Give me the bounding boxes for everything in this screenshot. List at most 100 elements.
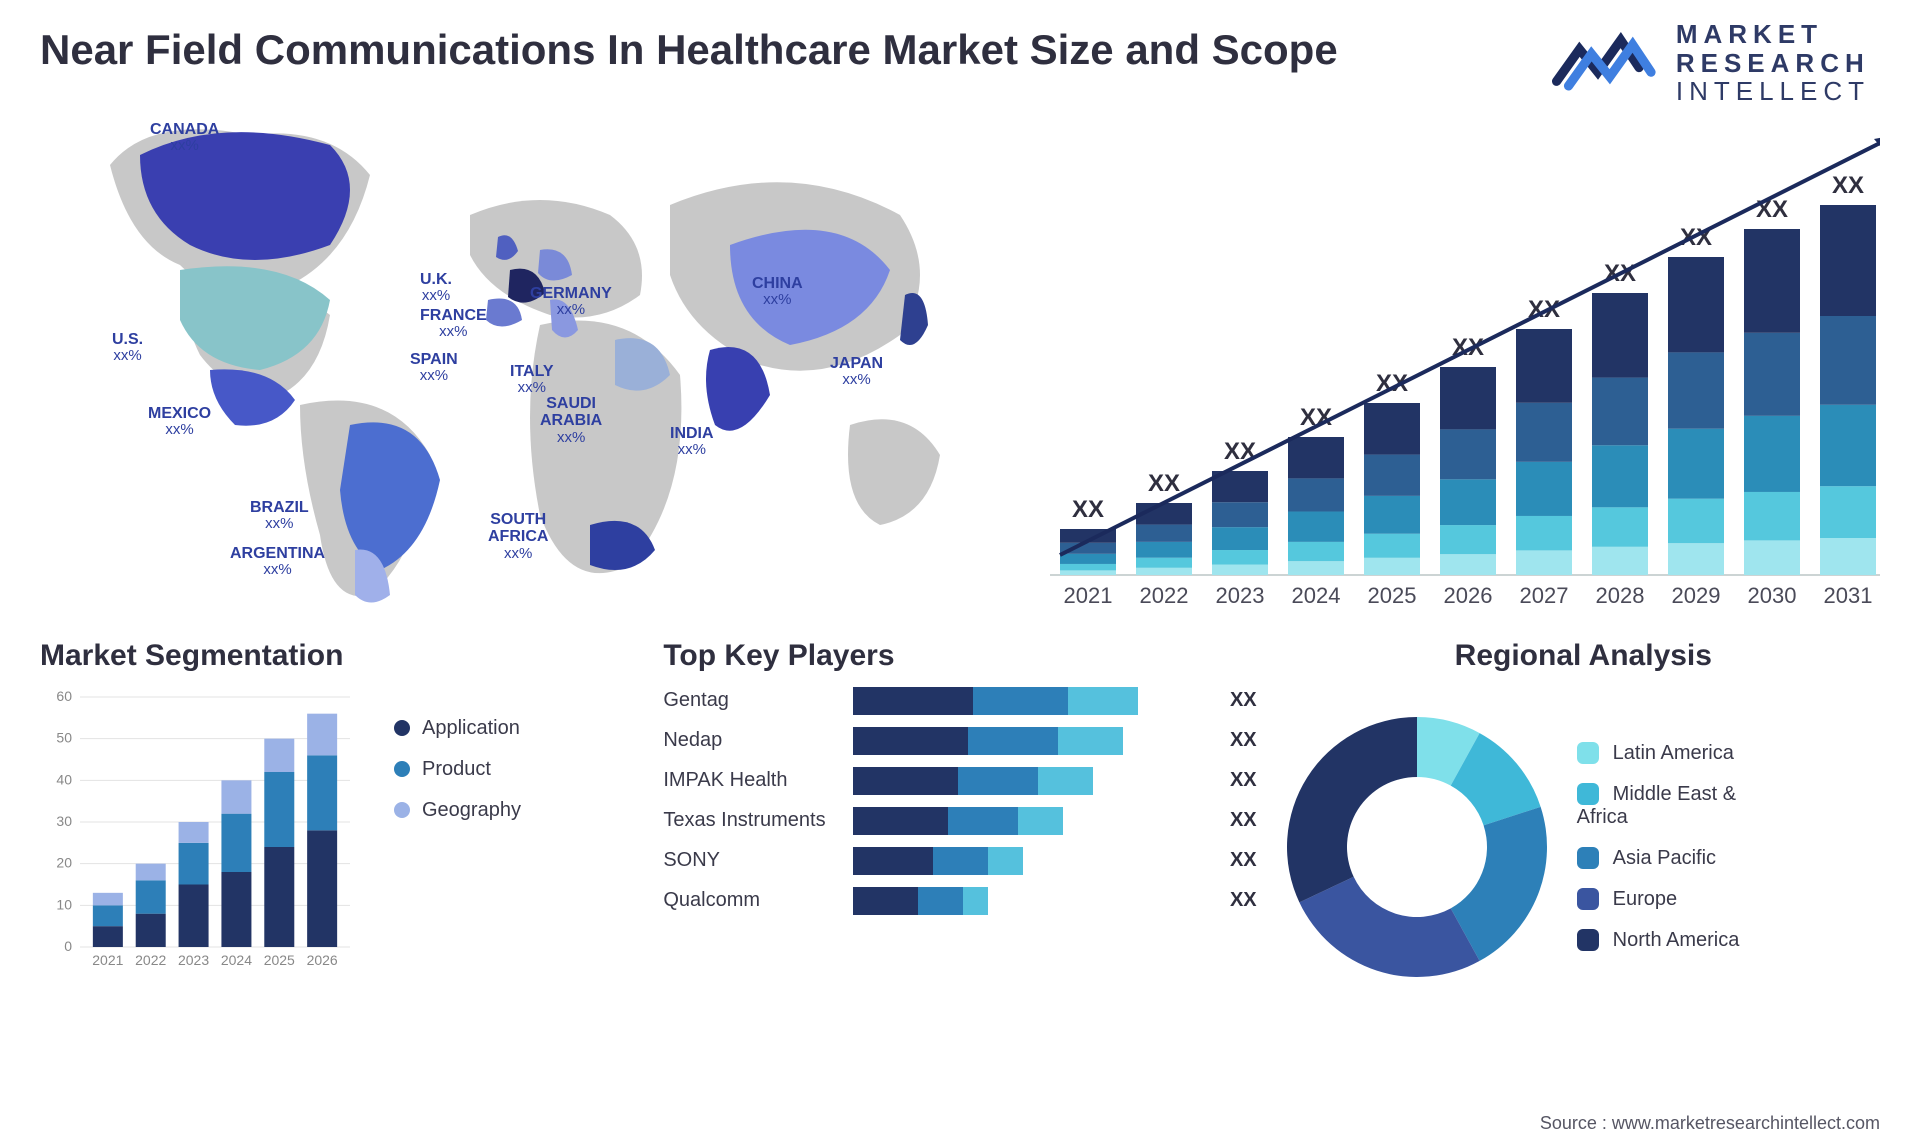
bar-seg <box>1440 525 1496 554</box>
seg-bar <box>136 863 166 880</box>
bar-seg <box>1820 404 1876 485</box>
segmentation-legend: ApplicationProductGeography <box>394 717 521 822</box>
svg-text:2024: 2024 <box>221 952 252 968</box>
bar-seg <box>1516 329 1572 403</box>
player-value: XX <box>1230 809 1257 832</box>
bar-seg <box>1592 445 1648 507</box>
bar-seg <box>1364 454 1420 495</box>
players-panel: Top Key Players GentagXXNedapXXIMPAK Hea… <box>663 639 1256 987</box>
svg-text:0: 0 <box>64 938 72 954</box>
bar-x-label: 2027 <box>1520 583 1569 608</box>
bar-seg <box>1820 486 1876 538</box>
player-bar <box>853 687 1214 715</box>
segmentation-title: Market Segmentation <box>40 639 633 673</box>
bar-seg <box>1288 541 1344 560</box>
bar-seg <box>1592 377 1648 445</box>
bar-x-label: 2025 <box>1368 583 1417 608</box>
segmentation-legend-item: Application <box>394 717 521 740</box>
player-value: XX <box>1230 889 1257 912</box>
bar-top-label: XX <box>1072 496 1104 523</box>
segmentation-chart: 0102030405060202120222023202420252026 <box>40 687 370 987</box>
player-row: NedapXX <box>663 727 1256 755</box>
bar-x-label: 2022 <box>1140 583 1189 608</box>
map-label: ARGENTINAxx% <box>230 545 325 579</box>
seg-bar <box>93 892 123 905</box>
player-name: IMPAK Health <box>663 769 853 792</box>
bar-top-label: XX <box>1756 196 1788 223</box>
player-name: Nedap <box>663 729 853 752</box>
seg-bar <box>264 772 294 847</box>
bar-seg <box>1364 533 1420 557</box>
bar-seg <box>1668 543 1724 575</box>
bar-seg <box>1060 570 1116 575</box>
svg-text:2022: 2022 <box>135 952 166 968</box>
regional-legend: Latin AmericaMiddle East &AfricaAsia Pac… <box>1577 742 1740 952</box>
seg-bar <box>221 780 251 813</box>
bar-seg <box>1516 461 1572 515</box>
bar-x-label: 2026 <box>1444 583 1493 608</box>
player-bar <box>853 807 1214 835</box>
player-row: Qualcomm XX <box>663 887 1256 915</box>
logo-line2: RESEARCH <box>1676 49 1870 78</box>
bar-seg <box>1288 437 1344 478</box>
bar-seg <box>1440 429 1496 479</box>
map-label: SAUDIARABIAxx% <box>540 395 602 447</box>
segmentation-legend-item: Product <box>394 758 521 781</box>
brand-logo: MARKET RESEARCH INTELLECT <box>1552 20 1870 106</box>
bar-seg <box>1136 567 1192 574</box>
bar-seg <box>1820 205 1876 316</box>
seg-bar <box>264 738 294 771</box>
bar-seg <box>1668 352 1724 428</box>
map-label: FRANCExx% <box>420 307 487 341</box>
seg-bar <box>179 884 209 947</box>
donut-slice <box>1287 717 1417 902</box>
bar-x-label: 2021 <box>1064 583 1113 608</box>
player-bar <box>853 767 1214 795</box>
player-bar <box>853 887 1214 915</box>
svg-text:2026: 2026 <box>307 952 338 968</box>
bar-x-label: 2024 <box>1292 583 1341 608</box>
seg-bar <box>179 822 209 843</box>
bar-seg <box>1668 498 1724 543</box>
logo-icon <box>1552 28 1662 98</box>
player-name: Qualcomm <box>663 889 853 912</box>
bar-seg <box>1592 546 1648 574</box>
bar-seg <box>1744 540 1800 575</box>
svg-text:2025: 2025 <box>264 952 295 968</box>
player-row: Texas InstrumentsXX <box>663 807 1256 835</box>
bar-seg <box>1212 527 1268 550</box>
player-name: SONY <box>663 849 853 872</box>
bar-seg <box>1820 316 1876 405</box>
bar-seg <box>1060 553 1116 563</box>
player-value: XX <box>1230 849 1257 872</box>
bar-seg <box>1364 495 1420 533</box>
player-row: IMPAK HealthXX <box>663 767 1256 795</box>
bar-top-label: XX <box>1832 172 1864 199</box>
seg-bar <box>136 913 166 946</box>
map-label: MEXICOxx% <box>148 405 211 439</box>
bar-seg <box>1440 479 1496 525</box>
bar-seg <box>1136 541 1192 557</box>
map-label: U.S.xx% <box>112 331 143 365</box>
world-map: CANADAxx%U.S.xx%MEXICOxx%BRAZILxx%ARGENT… <box>40 95 1000 615</box>
bar-seg <box>1592 507 1648 546</box>
bar-seg <box>1288 511 1344 541</box>
bar-seg <box>1288 478 1344 511</box>
player-name: Gentag <box>663 689 853 712</box>
region-legend-item: Asia Pacific <box>1577 847 1740 870</box>
bar-seg <box>1516 402 1572 461</box>
map-label: CANADAxx% <box>150 121 219 155</box>
map-label: INDIAxx% <box>670 425 714 459</box>
bar-top-label: XX <box>1148 470 1180 497</box>
seg-bar <box>307 830 337 947</box>
svg-text:2021: 2021 <box>92 952 123 968</box>
region-legend-item: Latin America <box>1577 742 1740 765</box>
seg-bar <box>221 872 251 947</box>
bar-seg <box>1212 550 1268 565</box>
seg-bar <box>136 880 166 913</box>
bar-x-label: 2030 <box>1748 583 1797 608</box>
seg-bar <box>93 905 123 926</box>
players-title: Top Key Players <box>663 639 1256 673</box>
svg-text:30: 30 <box>56 813 72 829</box>
bar-seg <box>1288 561 1344 575</box>
